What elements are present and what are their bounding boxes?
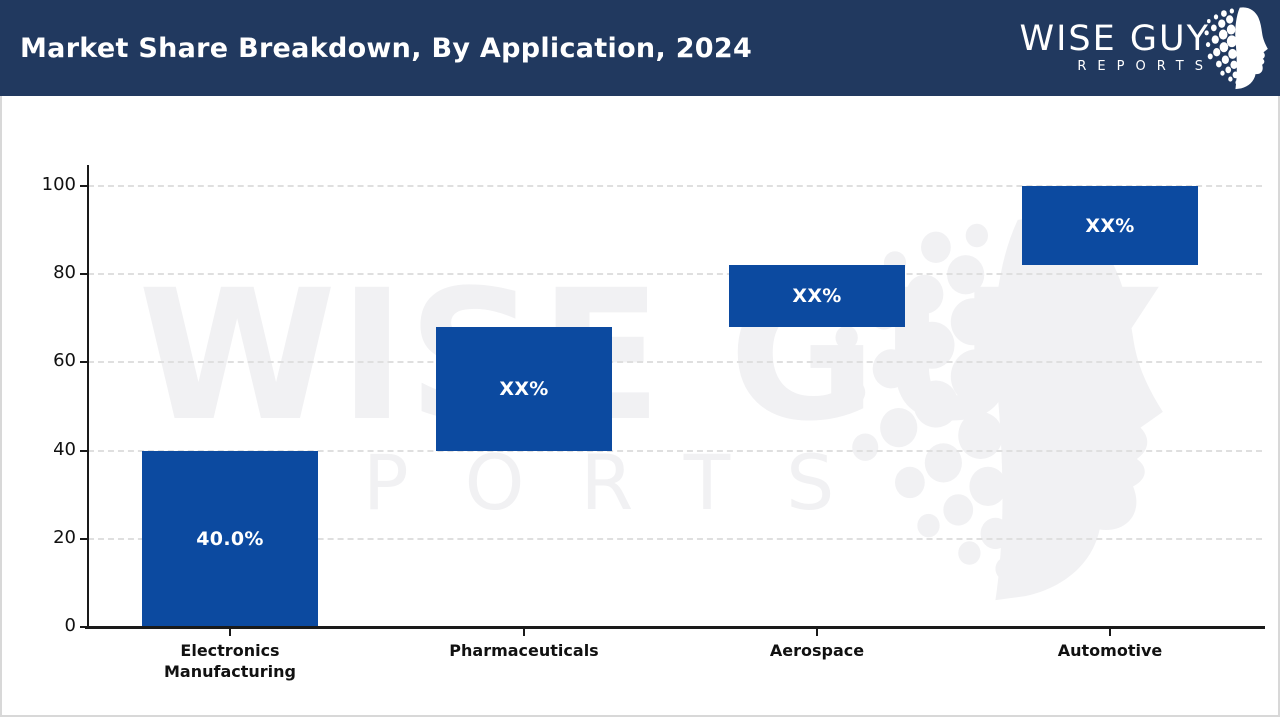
logo-subtext: REPORTS — [1077, 59, 1214, 74]
y-tick-100 — [80, 185, 88, 187]
page-title: Market Share Breakdown, By Application, … — [20, 33, 753, 64]
bar-value-label: XX% — [1085, 214, 1135, 237]
header: Market Share Breakdown, By Application, … — [0, 0, 1280, 96]
x-category-label: Electronics Manufacturing — [164, 641, 296, 681]
y-tick-0 — [80, 626, 88, 628]
bar-value-label: XX% — [499, 377, 549, 400]
y-tick-label: 0 — [64, 615, 76, 636]
x-tick-3 — [816, 629, 818, 636]
x-tick-1 — [229, 629, 231, 636]
y-axis-spine — [87, 165, 89, 627]
gridline-60 — [88, 361, 1262, 364]
gridline-100 — [88, 185, 1262, 187]
gridline-80 — [88, 273, 1262, 276]
y-tick-label: 60 — [53, 350, 76, 372]
y-tick-20 — [80, 537, 88, 540]
gridline-20 — [88, 537, 1262, 540]
x-category-label: Pharmaceuticals — [449, 641, 599, 660]
logo-head-icon — [1204, 7, 1268, 90]
bar-1: 40.0% — [142, 450, 318, 627]
y-tick-40 — [80, 449, 88, 452]
x-category-label: Automotive — [1057, 641, 1163, 660]
y-tick-60 — [80, 361, 88, 364]
logo-wordmark: WISE GUY — [1019, 19, 1210, 59]
x-tick-4 — [1109, 629, 1111, 636]
page-border-left — [0, 96, 2, 717]
y-tick-label: 20 — [53, 526, 76, 548]
y-tick-label: 80 — [53, 262, 76, 284]
page-border-right — [1278, 96, 1280, 717]
bar-3: XX% — [729, 265, 905, 328]
x-category-label: Aerospace — [769, 641, 865, 660]
bar-value-label: XX% — [792, 285, 842, 308]
bar-4: XX% — [1022, 186, 1198, 266]
bar-value-label: 40.0% — [196, 527, 264, 550]
logo: WISE GUY REPORTS — [1002, 0, 1272, 96]
x-axis-spine — [85, 626, 1265, 629]
gridline-40 — [88, 449, 1262, 452]
y-tick-label: 100 — [41, 174, 76, 195]
y-tick-80 — [80, 273, 88, 276]
y-tick-label: 40 — [53, 438, 76, 460]
bar-2: XX% — [436, 327, 612, 451]
x-tick-2 — [523, 629, 525, 636]
page-border-bottom — [0, 715, 1280, 717]
